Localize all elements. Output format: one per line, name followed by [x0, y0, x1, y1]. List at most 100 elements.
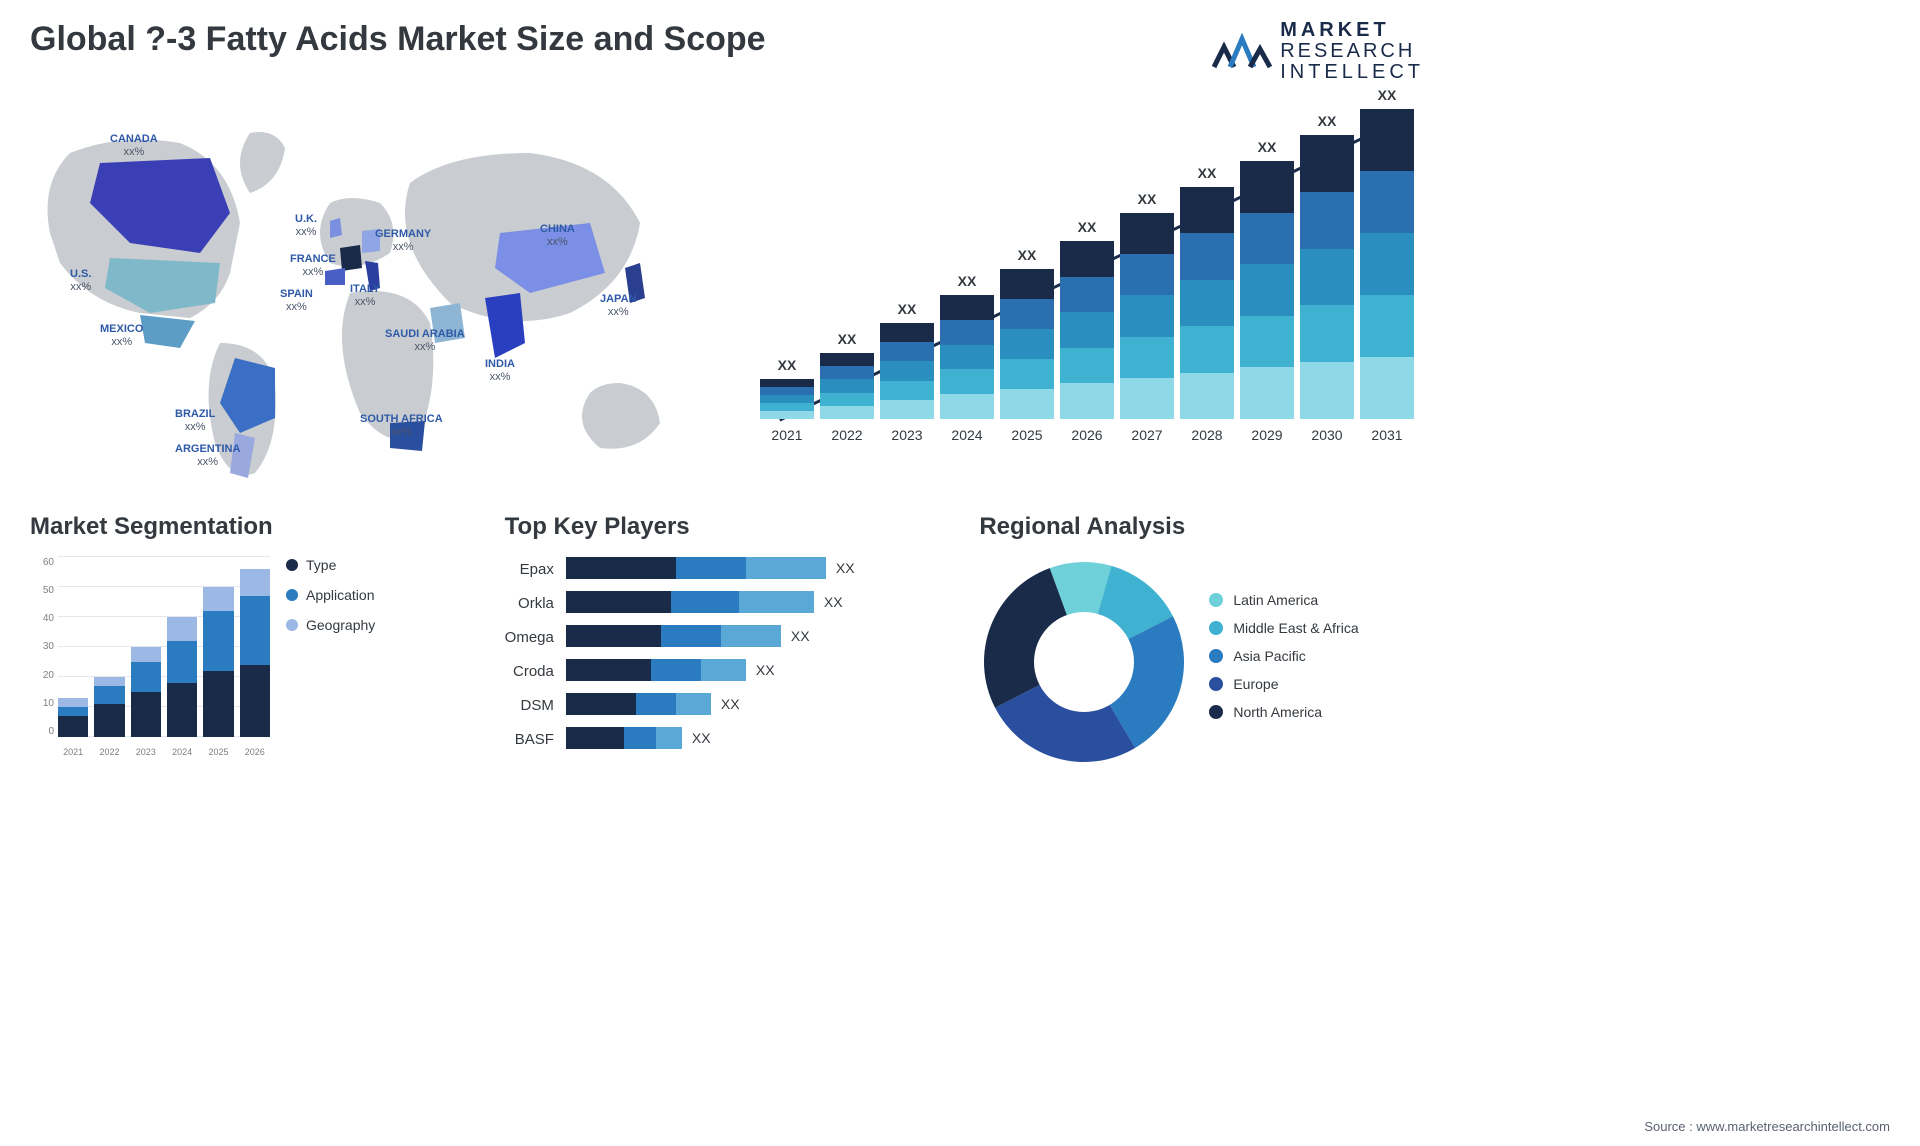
- player-row: XX: [566, 557, 949, 579]
- player-segment: [671, 591, 739, 613]
- growth-segment: [1120, 378, 1174, 419]
- growth-segment: [1300, 305, 1354, 362]
- growth-segment: [760, 403, 814, 411]
- seg-segment: [131, 662, 161, 692]
- country-label-china: CHINAxx%: [540, 223, 575, 249]
- growth-value-label: XX: [1198, 165, 1217, 181]
- growth-bar: [1240, 161, 1294, 419]
- regional-panel: Regional Analysis Latin AmericaMiddle Ea…: [979, 513, 1424, 767]
- region-legend-item: North America: [1209, 704, 1358, 720]
- country-label-uk: U.K.xx%: [295, 213, 317, 239]
- growth-segment: [940, 394, 994, 419]
- player-segment: [566, 727, 624, 749]
- country-label-mexico: MEXICOxx%: [100, 323, 143, 349]
- country-label-france: FRANCExx%: [290, 253, 336, 279]
- seg-segment: [94, 686, 124, 704]
- growth-segment: [880, 400, 934, 419]
- growth-segment: [1300, 135, 1354, 192]
- growth-segment: [1060, 277, 1114, 313]
- growth-value-label: XX: [1378, 87, 1397, 103]
- growth-segment: [880, 342, 934, 361]
- growth-segment: [1000, 389, 1054, 419]
- seg-year-label: 2025: [203, 747, 233, 757]
- growth-segment: [820, 353, 874, 366]
- legend-label: Type: [306, 557, 336, 573]
- growth-segment: [1120, 295, 1174, 336]
- legend-dot: [286, 589, 298, 601]
- growth-segment: [1240, 264, 1294, 316]
- growth-segment: [820, 379, 874, 392]
- seg-year-label: 2021: [58, 747, 88, 757]
- growth-col-2029: XX2029: [1240, 139, 1294, 443]
- legend-label: Geography: [306, 617, 375, 633]
- player-bar: [566, 727, 682, 749]
- growth-segment: [1000, 329, 1054, 359]
- country-label-india: INDIAxx%: [485, 358, 515, 384]
- growth-col-2030: XX 2030: [1300, 113, 1354, 443]
- player-row: XX: [566, 727, 949, 749]
- growth-segment: [1180, 280, 1234, 326]
- logo-text-2: RESEARCH: [1280, 41, 1424, 62]
- growth-segment: [1240, 213, 1294, 265]
- player-name: BASF: [505, 729, 554, 751]
- player-segment: [656, 727, 682, 749]
- legend-dot: [1209, 649, 1223, 663]
- growth-segment: [1000, 269, 1054, 299]
- growth-segment: [1060, 383, 1114, 419]
- growth-year-label: 2030: [1311, 427, 1342, 443]
- player-row: XX: [566, 625, 949, 647]
- country-label-canada: CANADAxx%: [110, 133, 158, 159]
- logo-icon: [1212, 27, 1272, 77]
- growth-year-label: 2022: [831, 427, 862, 443]
- seg-col-2021: [58, 698, 88, 737]
- seg-ytick: 60: [30, 557, 54, 568]
- legend-label: Middle East & Africa: [1233, 620, 1358, 636]
- seg-segment: [167, 683, 197, 737]
- player-value: XX: [791, 628, 810, 644]
- player-name: Croda: [505, 661, 554, 683]
- seg-segment: [58, 716, 88, 737]
- growth-segment: [1180, 187, 1234, 233]
- country-label-germany: GERMANYxx%: [375, 228, 431, 254]
- legend-dot: [1209, 677, 1223, 691]
- country-label-saudiarabia: SAUDI ARABIAxx%: [385, 328, 465, 354]
- page-title: Global ?-3 Fatty Acids Market Size and S…: [30, 20, 766, 59]
- player-segment: [624, 727, 656, 749]
- seg-segment: [167, 641, 197, 683]
- growth-segment: [1360, 109, 1414, 171]
- seg-segment: [58, 698, 88, 707]
- segmentation-legend: Type Application Geography: [286, 557, 375, 757]
- growth-segment: [1180, 326, 1234, 372]
- growth-segment: [1240, 316, 1294, 368]
- seg-segment: [240, 665, 270, 737]
- growth-col-2031: XX2031: [1360, 87, 1414, 443]
- seg-segment: [203, 611, 233, 671]
- growth-value-label: XX: [1318, 113, 1337, 129]
- growth-year-label: 2021: [771, 427, 802, 443]
- growth-segment: [1300, 192, 1354, 249]
- players-bars: XXXXXXXXXXXX: [566, 557, 949, 751]
- growth-year-label: 2023: [891, 427, 922, 443]
- growth-segment: [1180, 373, 1234, 419]
- growth-segment: [880, 381, 934, 400]
- seg-segment: [167, 617, 197, 641]
- growth-year-label: 2025: [1011, 427, 1042, 443]
- seg-segment: [240, 596, 270, 665]
- seg-ytick: 40: [30, 613, 54, 624]
- legend-label: Application: [306, 587, 375, 603]
- seg-ytick: 30: [30, 641, 54, 652]
- growth-value-label: XX: [1138, 191, 1157, 207]
- growth-segment: [940, 320, 994, 345]
- seg-segment: [58, 707, 88, 716]
- player-bar: [566, 659, 746, 681]
- growth-segment: [1120, 213, 1174, 254]
- seg-segment: [94, 704, 124, 737]
- growth-segment: [1060, 312, 1114, 348]
- regional-title: Regional Analysis: [979, 513, 1424, 541]
- seg-col-2023: [131, 647, 161, 737]
- growth-segment: [820, 406, 874, 419]
- seg-segment: [203, 671, 233, 737]
- growth-segment: [880, 323, 934, 342]
- seg-segment: [131, 692, 161, 737]
- seg-col-2025: [203, 587, 233, 737]
